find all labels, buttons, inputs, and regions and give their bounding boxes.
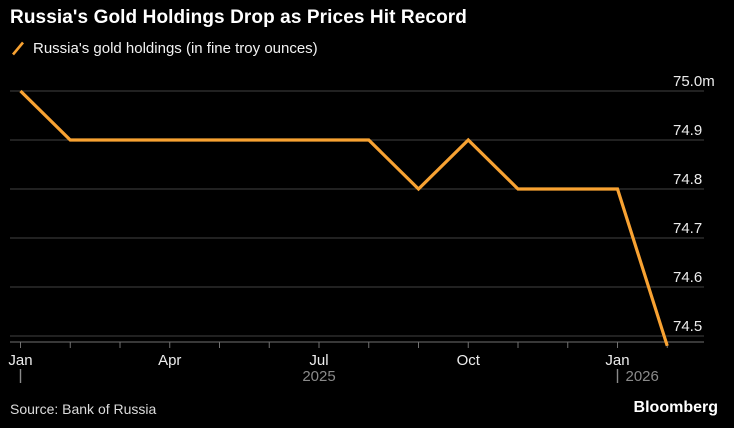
axis-tick-label: 74.7 <box>673 220 702 237</box>
axis-tick-label: 2026 <box>626 368 659 385</box>
source-credit: Source: Bank of Russia <box>10 401 157 417</box>
axis-tick-label: 2025 <box>302 368 335 385</box>
legend-series-label: Russia's gold holdings (in fine troy oun… <box>33 39 318 57</box>
axis-tick-label: Jul <box>309 352 328 369</box>
axis-tick-label: 74.5 <box>673 318 702 335</box>
legend-line-swatch-icon <box>12 41 24 55</box>
holdings-line <box>19 89 669 347</box>
axis-tick-label: Oct <box>457 352 481 369</box>
bloomberg-logo: Bloomberg <box>633 399 718 416</box>
axis-tick-label: 74.6 <box>673 269 702 286</box>
axis-tick-label: Jan <box>8 352 32 369</box>
axis-tick-label: 75.0m <box>673 73 715 90</box>
axis-tick-label: Jan <box>605 352 629 369</box>
legend: Russia's gold holdings (in fine troy oun… <box>11 39 318 57</box>
axis-tick-label: 74.9 <box>673 122 702 139</box>
chart-title: Russia's Gold Holdings Drop as Prices Hi… <box>10 7 467 28</box>
axis-tick-label: 74.8 <box>673 171 702 188</box>
axis-tick-label: Apr <box>158 352 181 369</box>
